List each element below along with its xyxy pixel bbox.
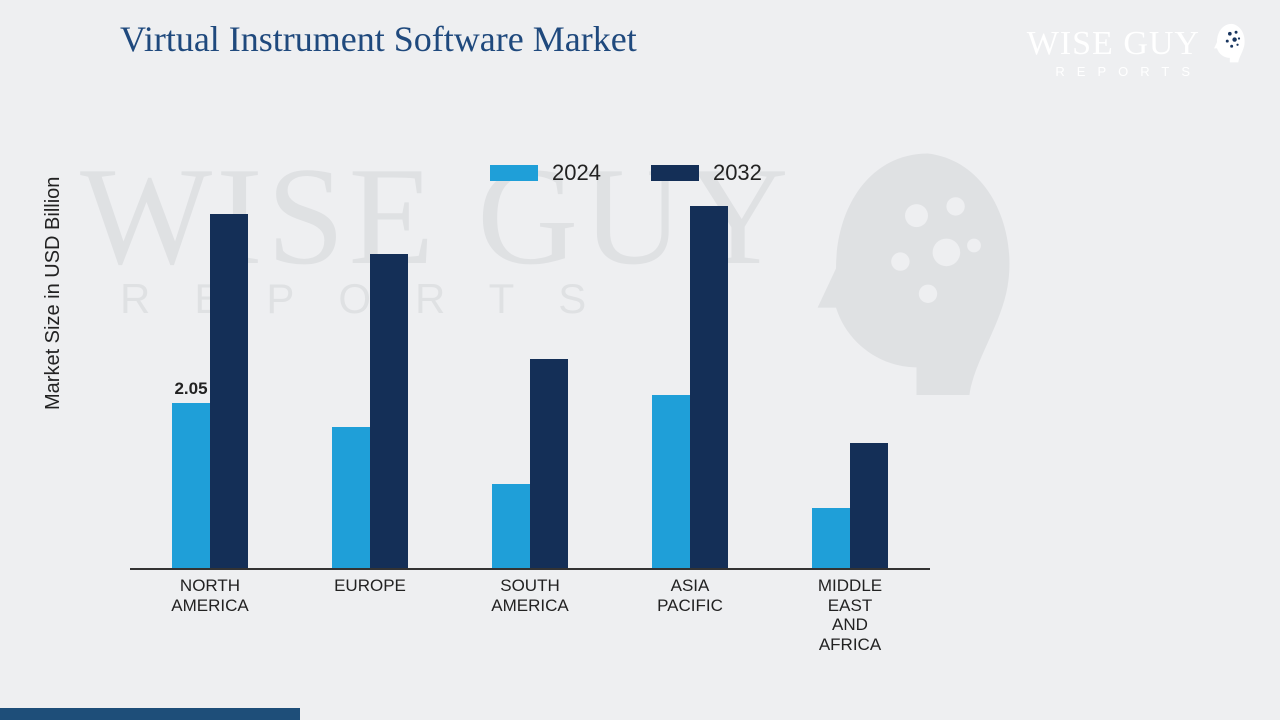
bar [210, 214, 248, 568]
x-axis-label: MIDDLE EAST AND AFRICA [780, 576, 920, 654]
bottom-accent-bar [0, 708, 300, 720]
y-axis-label: Market Size in USD Billion [42, 177, 65, 410]
bar [530, 359, 568, 568]
bar-group: EUROPE [310, 254, 430, 568]
x-axis-label: SOUTH AMERICA [460, 576, 600, 615]
bar [652, 395, 690, 568]
value-label: 2.05 [174, 379, 207, 401]
bar-group: SOUTH AMERICA [470, 359, 590, 568]
chart-title: Virtual Instrument Software Market [120, 18, 637, 60]
bar [850, 443, 888, 568]
bar-chart: Market Size in USD Billion NORTH AMERICA… [70, 170, 950, 650]
logo-main-text: WISE GUY [1027, 25, 1200, 63]
logo-sub-text: REPORTS [990, 64, 1202, 79]
bar [332, 427, 370, 568]
bar-group: MIDDLE EAST AND AFRICA [790, 443, 910, 568]
plot-area: NORTH AMERICA2.05 EUROPE SOUTH AMERICA ASIA… [130, 200, 930, 570]
right-panel [970, 0, 1280, 720]
x-axis-label: EUROPE [300, 576, 440, 596]
bar-group: ASIA PACIFIC [630, 206, 750, 568]
head-logo-icon [1206, 22, 1250, 66]
bar [172, 403, 210, 568]
bar [812, 508, 850, 568]
x-axis-label: NORTH AMERICA [140, 576, 280, 615]
bar [492, 484, 530, 568]
bar [370, 254, 408, 568]
bar-group: NORTH AMERICA2.05 [150, 214, 270, 568]
canvas: WISE GUY REPORTS Virtual Instrument Soft… [0, 0, 1280, 720]
bar [690, 206, 728, 568]
x-axis-label: ASIA PACIFIC [620, 576, 760, 615]
brand-logo: WISE GUY REPORTS [990, 22, 1250, 79]
